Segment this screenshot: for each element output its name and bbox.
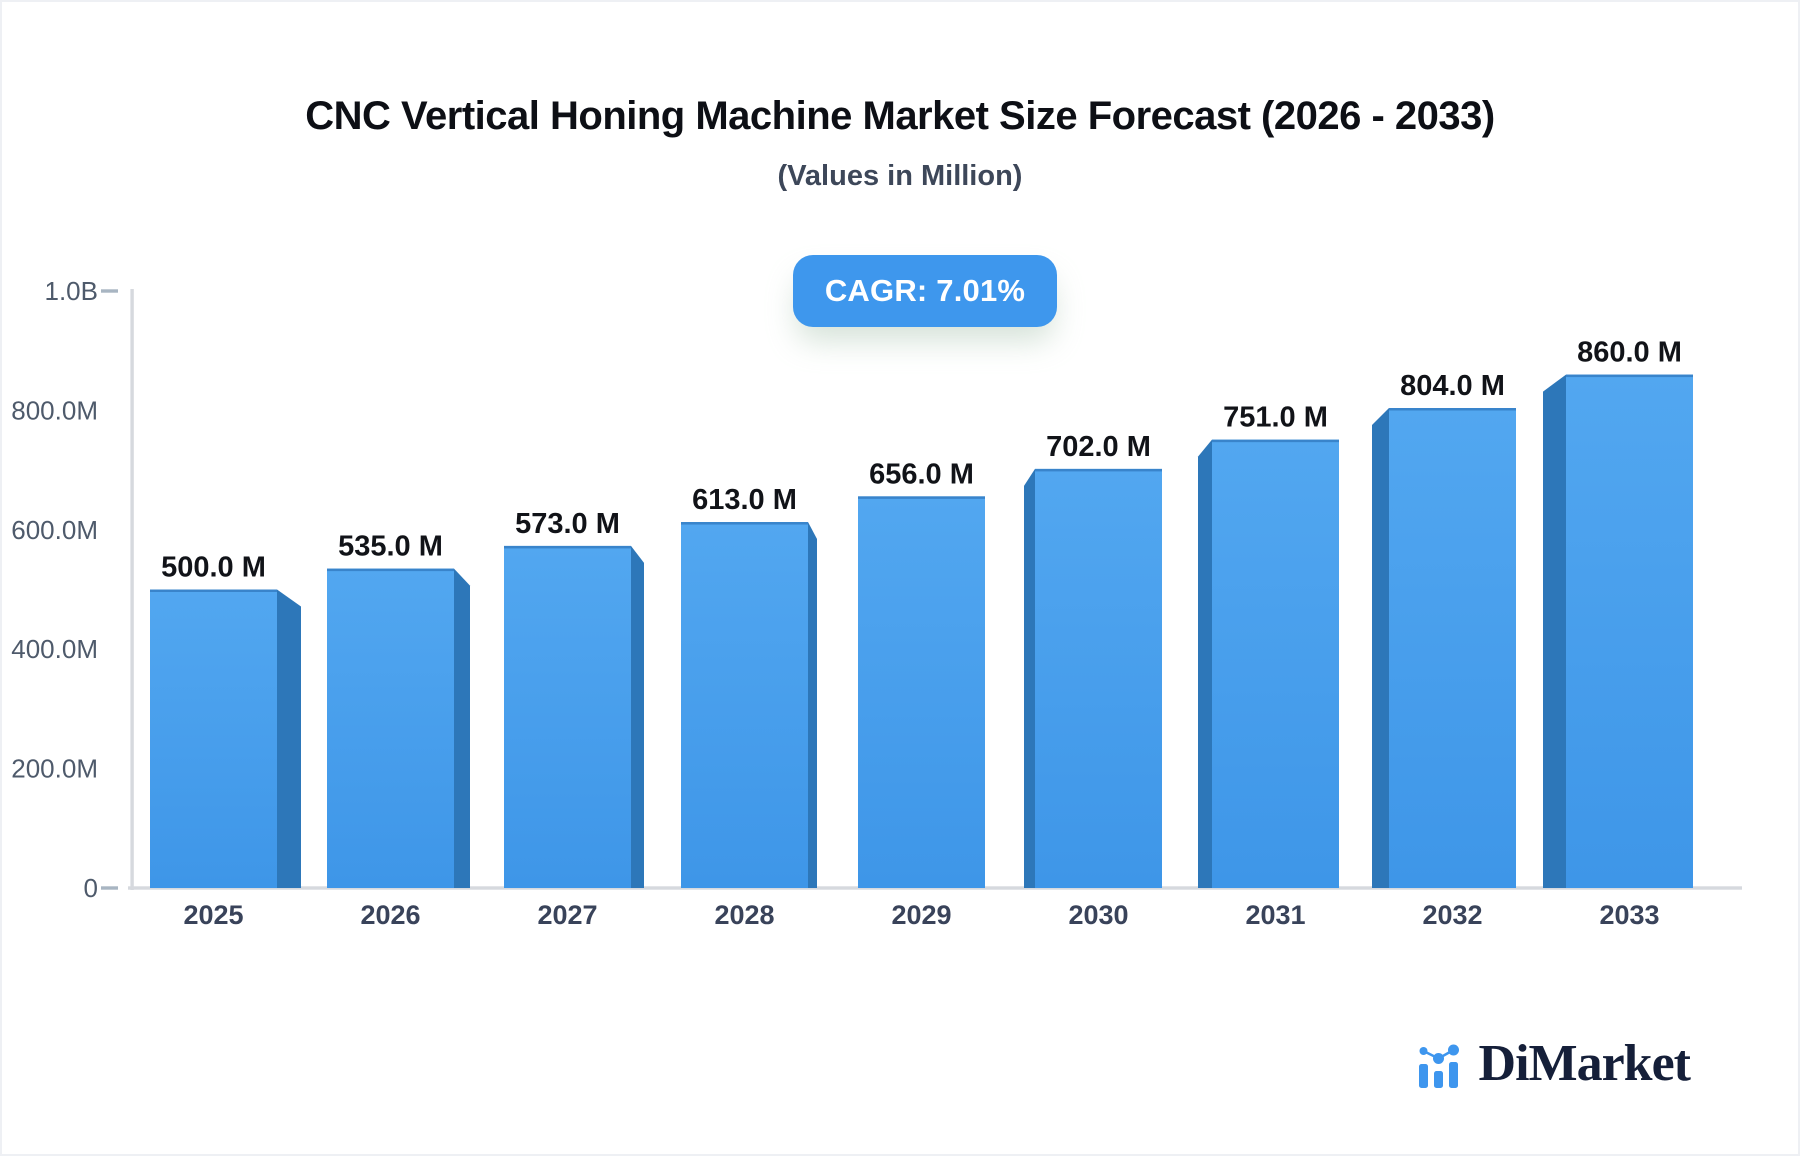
x-tick-label: 2031	[1245, 900, 1305, 930]
y-tick-label: 0	[84, 873, 98, 903]
x-tick-label: 2033	[1599, 900, 1659, 930]
bar-top-edge	[1035, 468, 1162, 472]
bar	[1389, 408, 1516, 888]
cagr-badge: CAGR: 7.01%	[793, 255, 1057, 327]
chart-subtitle: (Values in Million)	[777, 160, 1023, 192]
x-tick-label: 2025	[183, 900, 243, 930]
bar-top-edge	[1212, 439, 1339, 443]
bar-top-edge	[681, 522, 808, 525]
bar-top-edge	[1389, 408, 1516, 411]
y-tick-dash	[101, 289, 118, 293]
x-tick-label: 2029	[891, 900, 951, 930]
bar	[504, 545, 631, 888]
bar-value-label: 656.0 M	[869, 458, 974, 490]
bar-value-label: 613.0 M	[692, 484, 797, 516]
bar-value-label: 500.0 M	[161, 552, 266, 584]
bar-side-face	[277, 589, 301, 888]
bar-top-edge	[327, 568, 454, 572]
bar-chart-trend-icon	[1418, 1044, 1459, 1088]
bar-top-edge	[1566, 374, 1693, 378]
bar	[681, 522, 808, 888]
bar-side-face	[631, 545, 644, 888]
bar-side-face	[454, 568, 470, 888]
bar	[150, 589, 277, 888]
y-tick-label: 400.0M	[11, 634, 98, 664]
chart-title: CNC Vertical Honing Machine Market Size …	[305, 94, 1495, 138]
bar-side-face	[808, 522, 817, 888]
bar-side-face	[1543, 374, 1566, 889]
bar	[1035, 468, 1162, 888]
bar-value-label: 573.0 M	[515, 508, 620, 540]
bar-value-label: 535.0 M	[338, 531, 443, 563]
x-tick-label: 2032	[1422, 900, 1482, 930]
bar-top-edge	[150, 589, 277, 592]
bar	[858, 496, 985, 888]
x-tick-label: 2027	[537, 900, 597, 930]
y-axis-line	[130, 289, 134, 890]
bar-value-label: 804.0 M	[1400, 370, 1505, 402]
bar	[1212, 439, 1339, 888]
bar-value-label: 751.0 M	[1223, 402, 1328, 434]
y-tick-dash	[101, 886, 118, 890]
bar-top-edge	[858, 496, 985, 499]
bar-value-label: 702.0 M	[1046, 431, 1151, 463]
bar-side-face	[1198, 439, 1212, 888]
logo-wordmark: DiMarket	[1478, 1035, 1691, 1092]
bar-top-edge	[504, 545, 631, 549]
bar-value-label: 860.0 M	[1577, 337, 1682, 369]
x-tick-label: 2028	[714, 900, 774, 930]
bar-side-face	[1372, 408, 1389, 888]
y-tick-label: 800.0M	[11, 395, 98, 425]
y-tick-label: 1.0B	[45, 276, 99, 306]
x-tick-label: 2030	[1068, 900, 1128, 930]
y-tick-label: 600.0M	[11, 515, 98, 545]
x-tick-label: 2026	[360, 900, 420, 930]
bar	[1566, 374, 1693, 889]
bar	[327, 568, 454, 888]
y-tick-label: 200.0M	[11, 754, 98, 784]
dimarket-logo: DiMarket	[1418, 1035, 1691, 1092]
cagr-badge-label: CAGR: 7.01%	[824, 273, 1026, 308]
bar-side-face	[1024, 468, 1035, 888]
